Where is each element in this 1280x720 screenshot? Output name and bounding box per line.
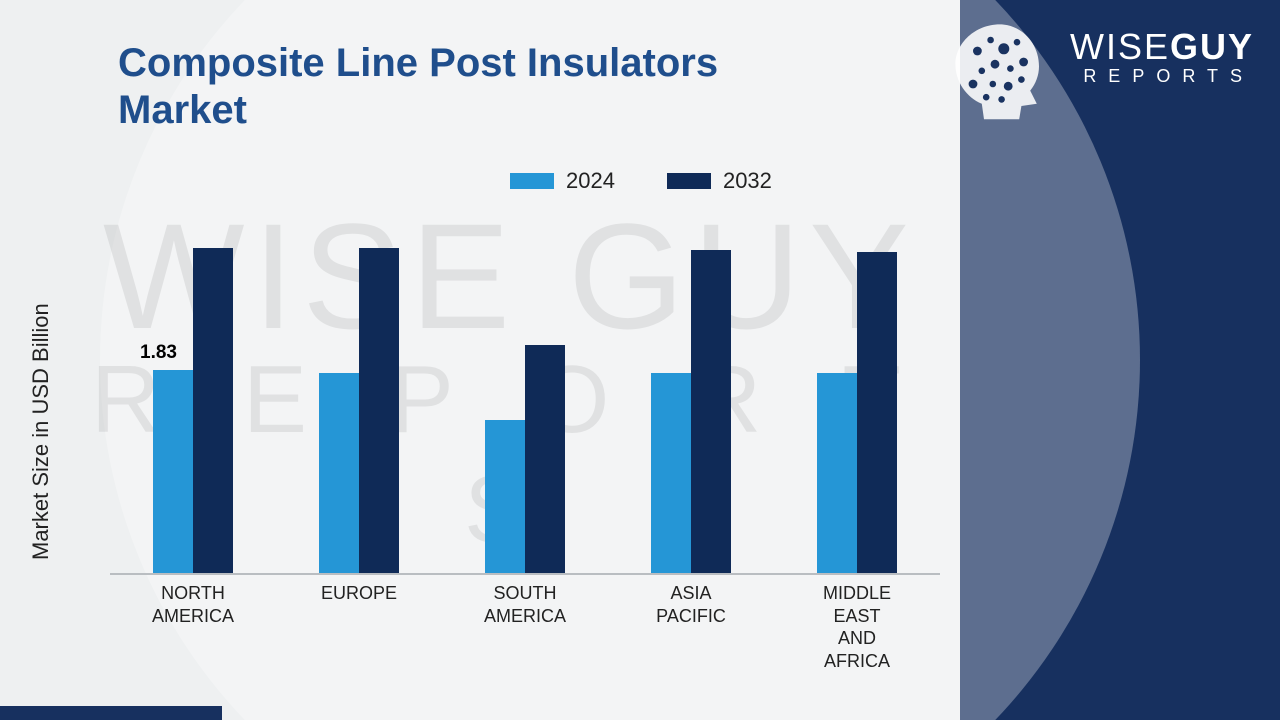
bottom-accent-strip xyxy=(0,706,222,720)
bar-group xyxy=(616,250,766,575)
brand-logo: WISEGUY REPORTS xyxy=(1070,26,1254,87)
legend-item-2024: 2024 xyxy=(510,168,615,194)
x-tick-label: ASIAPACIFIC xyxy=(616,582,766,672)
logo-text-reports: REPORTS xyxy=(1070,66,1254,87)
x-axis-labels: NORTHAMERICAEUROPESOUTHAMERICAASIAPACIFI… xyxy=(110,582,940,672)
y-axis-label: Market Size in USD Billion xyxy=(28,303,54,560)
logo-text-wise: WISE xyxy=(1070,26,1170,67)
bar-value-label: 1.83 xyxy=(140,342,177,364)
x-tick-label: MIDDLEEASTANDAFRICA xyxy=(782,582,932,672)
logo-head-icon xyxy=(940,18,1050,128)
canvas: WISEGUY REPORTS WISE GUY R E P O R T S C… xyxy=(0,0,1280,720)
legend-swatch-2032 xyxy=(667,173,711,189)
logo-text-guy: GUY xyxy=(1170,26,1254,67)
bar-2032 xyxy=(359,248,399,575)
bar-group xyxy=(450,345,600,575)
bar-2032 xyxy=(857,252,897,575)
bar-2032 xyxy=(525,345,565,575)
bar-2024 xyxy=(651,373,691,575)
x-tick-label: NORTHAMERICA xyxy=(118,582,268,672)
bar-2032 xyxy=(193,248,233,575)
legend-label-2032: 2032 xyxy=(723,168,772,194)
x-axis-line xyxy=(110,573,940,575)
bar-groups: 1.83 xyxy=(110,205,940,575)
bar-2024 xyxy=(153,370,193,575)
x-tick-label: SOUTHAMERICA xyxy=(450,582,600,672)
legend: 2024 2032 xyxy=(510,168,772,194)
bar-2032 xyxy=(691,250,731,575)
bar-group xyxy=(284,248,434,575)
legend-item-2032: 2032 xyxy=(667,168,772,194)
bar-2024 xyxy=(817,373,857,575)
legend-label-2024: 2024 xyxy=(566,168,615,194)
bar-2024 xyxy=(319,373,359,575)
bar-2024 xyxy=(485,420,525,575)
x-tick-label: EUROPE xyxy=(284,582,434,672)
chart-plot: 1.83 xyxy=(110,205,940,575)
chart-title: Composite Line Post Insulators Market xyxy=(118,40,738,134)
bar-group: 1.83 xyxy=(118,248,268,575)
bar-group xyxy=(782,252,932,575)
legend-swatch-2024 xyxy=(510,173,554,189)
